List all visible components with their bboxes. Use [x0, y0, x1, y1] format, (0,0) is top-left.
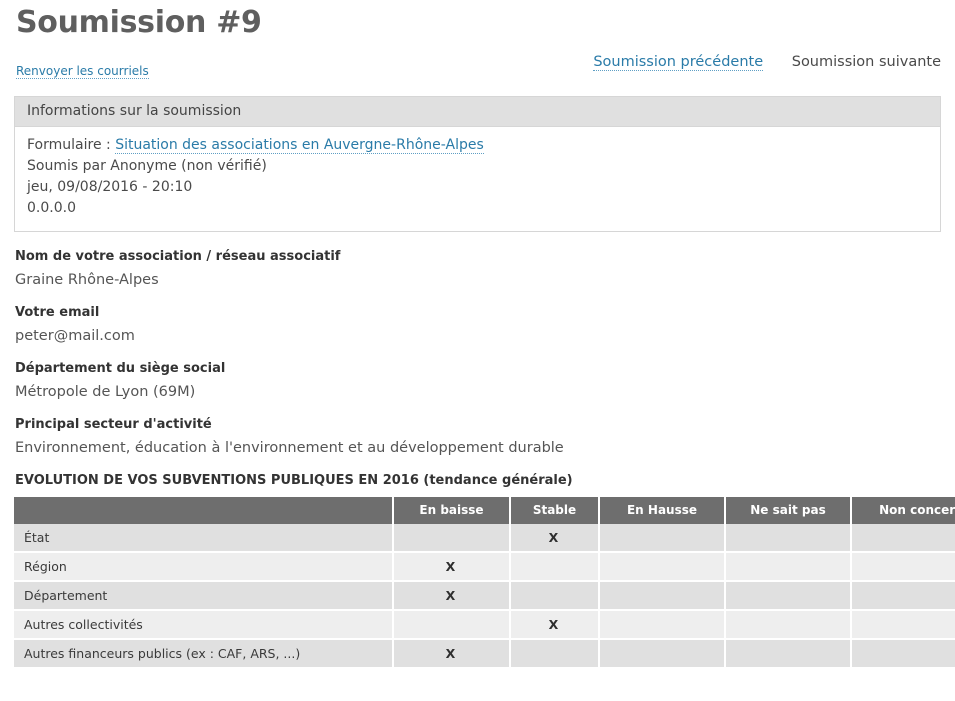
field-value: Graine Rhône-Alpes: [15, 272, 159, 288]
field-value: Environnement, éducation à l'environneme…: [15, 440, 564, 456]
grid-header-en-baisse: En baisse: [393, 497, 511, 524]
grid-cell: [510, 639, 600, 669]
field-label: Votre email: [15, 305, 100, 320]
form-link[interactable]: Situation des associations en Auvergne-R…: [115, 137, 484, 154]
grid-row-label: État: [14, 524, 394, 553]
grid-row-label: Département: [14, 581, 394, 611]
grid-cell: X: [510, 524, 600, 553]
field-email: Votre email peter@mail.com: [14, 304, 941, 346]
field-label: Nom de votre association / réseau associ…: [15, 249, 341, 264]
grid-body: État X Région X Département X Autres collectiv…: [14, 524, 955, 669]
submission-info-legend: Informations sur la soumission: [15, 97, 940, 127]
field-secteur-activite: Principal secteur d'activité Environneme…: [14, 416, 941, 458]
field-label: Principal secteur d'activité: [15, 417, 212, 432]
grid-cell: X: [393, 639, 511, 669]
field-association-name: Nom de votre association / réseau associ…: [14, 248, 941, 290]
grid-header-rowlabel: [14, 497, 394, 524]
submission-nav-links: Soumission précédente Soumission suivant…: [569, 54, 941, 71]
grid-cell: [725, 610, 852, 640]
grid-cell: [851, 524, 955, 553]
submission-fields: Nom de votre association / réseau associ…: [14, 248, 941, 458]
grid-cell: [510, 552, 600, 582]
grid-cell: X: [393, 581, 511, 611]
grid-cell: [851, 581, 955, 611]
grid-row-label: Autres financeurs publics (ex : CAF, ARS…: [14, 639, 394, 669]
grid-cell: [393, 524, 511, 553]
grid-row-label: Région: [14, 552, 394, 582]
grid-row-label: Autres collectivités: [14, 610, 394, 640]
field-departement: Département du siège social Métropole de…: [14, 360, 941, 402]
grid-cell: [851, 610, 955, 640]
submission-page: Soumission #9 Renvoyer les courriels Sou…: [14, 5, 955, 669]
table-row: Autres collectivités X: [14, 610, 955, 640]
submission-ip: 0.0.0.0: [27, 200, 76, 216]
grid-cell: [599, 552, 726, 582]
grid-head: En baisse Stable En Hausse Ne sait pas N…: [14, 497, 955, 524]
grid-cell: [599, 639, 726, 669]
grid-header-row: En baisse Stable En Hausse Ne sait pas N…: [14, 497, 955, 524]
table-row: Autres financeurs publics (ex : CAF, ARS…: [14, 639, 955, 669]
resend-emails-link[interactable]: Renvoyer les courriels: [16, 64, 149, 79]
submission-info-body: Formulaire : Situation des associations …: [15, 127, 940, 231]
grid-header-en-hausse: En Hausse: [599, 497, 726, 524]
grid-cell: X: [510, 610, 600, 640]
grid-header-stable: Stable: [510, 497, 600, 524]
grid-cell: [851, 552, 955, 582]
grid-header-non-concerne: Non concerné: [851, 497, 955, 524]
page-title: Soumission #9: [16, 5, 262, 40]
field-value: peter@mail.com: [15, 328, 135, 344]
grid-cell: [725, 552, 852, 582]
table-row: Région X: [14, 552, 955, 582]
previous-submission-link[interactable]: Soumission précédente: [593, 54, 764, 71]
grid-cell: [851, 639, 955, 669]
field-label: Département du siège social: [15, 361, 226, 376]
grid-cell: [725, 581, 852, 611]
form-label: Formulaire :: [27, 137, 111, 153]
grid-cell: [599, 581, 726, 611]
table-row: Département X: [14, 581, 955, 611]
grid-cell: [599, 610, 726, 640]
submission-nav-row: Renvoyer les courriels Soumission précéd…: [14, 50, 941, 84]
grid-cell: [725, 524, 852, 553]
submission-date: jeu, 09/08/2016 - 20:10: [27, 179, 193, 195]
resend-emails-row: Renvoyer les courriels: [16, 64, 149, 79]
grid-heading: EVOLUTION DE VOS SUBVENTIONS PUBLIQUES E…: [15, 473, 573, 488]
form-row: Formulaire : Situation des associations …: [27, 135, 928, 156]
subventions-grid-table: En baisse Stable En Hausse Ne sait pas N…: [14, 497, 955, 669]
grid-cell: [393, 610, 511, 640]
grid-cell: [599, 524, 726, 553]
submission-info-fieldset: Informations sur la soumission Formulair…: [14, 96, 941, 232]
grid-cell: [725, 639, 852, 669]
grid-cell: [510, 581, 600, 611]
table-row: État X: [14, 524, 955, 553]
grid-cell: X: [393, 552, 511, 582]
next-submission-link[interactable]: Soumission suivante: [791, 54, 941, 70]
grid-header-ne-sait-pas: Ne sait pas: [725, 497, 852, 524]
submitted-by: Soumis par Anonyme (non vérifié): [27, 158, 267, 174]
field-value: Métropole de Lyon (69M): [15, 384, 196, 400]
